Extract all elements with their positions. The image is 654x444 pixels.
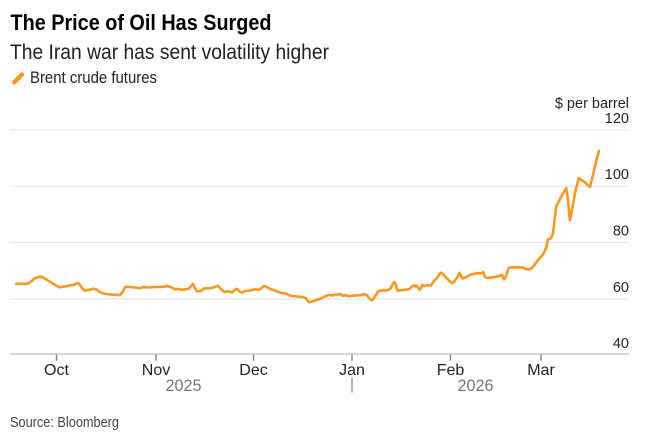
svg-text:Oct: Oct bbox=[44, 362, 69, 379]
svg-text:Brent crude futures: Brent crude futures bbox=[30, 69, 157, 87]
svg-text:Dec: Dec bbox=[239, 362, 267, 379]
svg-text:60: 60 bbox=[613, 280, 629, 296]
svg-text:2026: 2026 bbox=[458, 377, 494, 395]
svg-text:$ per barrel: $ per barrel bbox=[555, 96, 629, 112]
svg-text:Mar: Mar bbox=[527, 362, 555, 379]
svg-text:120: 120 bbox=[605, 111, 629, 127]
svg-text:40: 40 bbox=[613, 336, 629, 352]
svg-text:Nov: Nov bbox=[142, 362, 170, 379]
svg-text:80: 80 bbox=[613, 224, 629, 240]
svg-text:2025: 2025 bbox=[166, 377, 202, 395]
svg-text:Jan: Jan bbox=[339, 362, 365, 379]
svg-text:The Price of Oil Has Surged: The Price of Oil Has Surged bbox=[11, 10, 272, 35]
svg-text:Feb: Feb bbox=[437, 362, 465, 379]
svg-text:100: 100 bbox=[605, 167, 629, 183]
svg-text:Source: Bloomberg: Source: Bloomberg bbox=[10, 415, 119, 431]
svg-text:The Iran war has sent volatili: The Iran war has sent volatility higher bbox=[10, 40, 329, 64]
